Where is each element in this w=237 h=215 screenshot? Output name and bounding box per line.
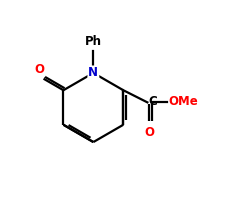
- Text: OMe: OMe: [168, 95, 198, 108]
- Text: O: O: [145, 126, 155, 139]
- Text: N: N: [88, 66, 98, 79]
- Text: O: O: [35, 63, 45, 76]
- Text: C: C: [148, 95, 157, 108]
- Text: Ph: Ph: [85, 35, 102, 48]
